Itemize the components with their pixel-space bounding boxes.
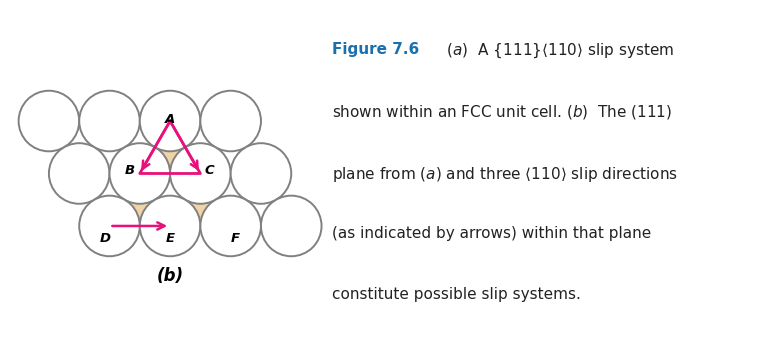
Text: A: A <box>165 113 176 126</box>
Text: shown within an FCC unit cell. $(b)$  The (111): shown within an FCC unit cell. $(b)$ The… <box>332 103 672 121</box>
Text: B: B <box>125 164 135 177</box>
Text: E: E <box>165 232 175 245</box>
Text: (as indicated by arrows) within that plane: (as indicated by arrows) within that pla… <box>332 226 651 241</box>
Text: plane from $(a)$ and three $\langle110\rangle$ slip directions: plane from $(a)$ and three $\langle110\r… <box>332 164 678 183</box>
Text: F: F <box>231 232 239 245</box>
Circle shape <box>19 91 80 151</box>
Text: $(a)$  A $\{111\}\langle110\rangle$ slip system: $(a)$ A $\{111\}\langle110\rangle$ slip … <box>437 42 674 61</box>
Circle shape <box>80 196 140 256</box>
Circle shape <box>200 91 261 151</box>
Polygon shape <box>170 174 231 226</box>
Polygon shape <box>109 174 170 226</box>
Polygon shape <box>140 121 200 174</box>
Text: constitute possible slip systems.: constitute possible slip systems. <box>332 287 580 302</box>
Circle shape <box>80 91 140 151</box>
Text: (b): (b) <box>157 267 183 285</box>
Circle shape <box>200 196 261 256</box>
Circle shape <box>140 196 200 256</box>
Circle shape <box>109 143 170 204</box>
Circle shape <box>140 91 200 151</box>
Circle shape <box>49 143 109 204</box>
Circle shape <box>231 143 291 204</box>
Text: D: D <box>100 232 111 245</box>
Circle shape <box>261 196 321 256</box>
Text: Figure 7.6: Figure 7.6 <box>332 42 419 57</box>
Text: C: C <box>205 164 215 177</box>
Circle shape <box>170 143 231 204</box>
